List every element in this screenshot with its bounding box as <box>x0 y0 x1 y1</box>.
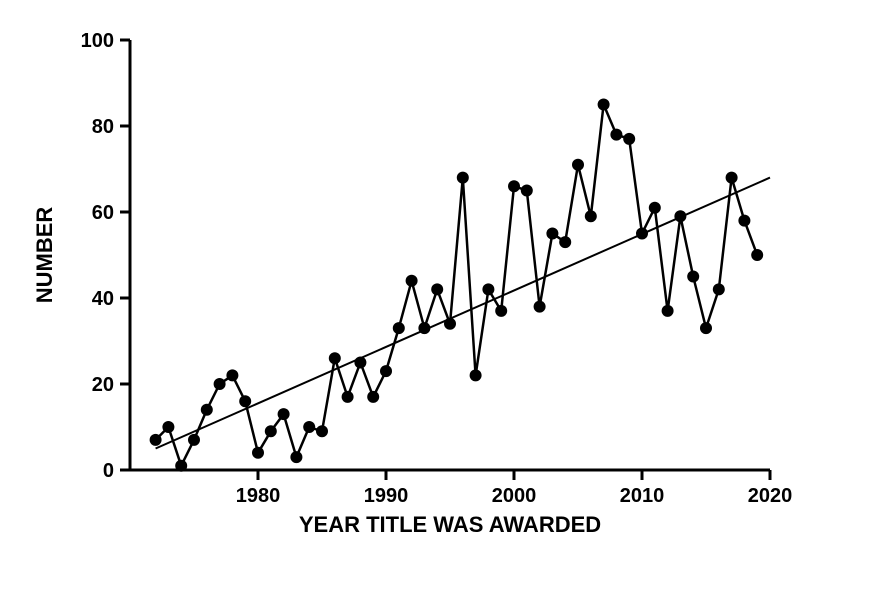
data-marker <box>713 283 725 295</box>
data-marker <box>687 271 699 283</box>
data-marker <box>367 391 379 403</box>
x-tick-label: 1980 <box>236 485 281 507</box>
y-tick-label: 20 <box>92 374 114 396</box>
x-tick-label: 1990 <box>364 485 409 507</box>
data-marker <box>751 249 763 261</box>
data-marker <box>380 365 392 377</box>
data-marker <box>674 210 686 222</box>
data-marker <box>585 210 597 222</box>
y-tick-label: 80 <box>92 116 114 138</box>
data-marker <box>188 434 200 446</box>
data-marker <box>470 369 482 381</box>
chart-svg: 0 20 40 60 80 100 1980 1990 2000 2010 2020 YEAR TIT… <box>0 0 882 598</box>
data-marker <box>726 172 738 184</box>
data-marker <box>418 322 430 334</box>
data-marker <box>572 159 584 171</box>
data-marker <box>546 228 558 240</box>
data-marker <box>598 99 610 111</box>
y-tick-label: 60 <box>92 202 114 224</box>
data-marker <box>508 180 520 192</box>
data-marker <box>226 369 238 381</box>
data-marker <box>457 172 469 184</box>
data-marker <box>406 275 418 287</box>
x-tick-label: 2000 <box>492 485 537 507</box>
data-marker <box>175 460 187 472</box>
data-marker <box>252 447 264 459</box>
data-marker <box>316 425 328 437</box>
data-marker <box>700 322 712 334</box>
data-marker <box>610 129 622 141</box>
data-marker <box>623 133 635 145</box>
data-marker <box>431 283 443 295</box>
data-marker <box>444 318 456 330</box>
data-marker <box>278 408 290 420</box>
x-axis-label: YEAR TITLE WAS AWARDED <box>299 512 601 537</box>
x-tick-label: 2020 <box>748 485 793 507</box>
data-marker <box>303 421 315 433</box>
data-line <box>156 105 758 466</box>
data-marker <box>201 404 213 416</box>
x-tick-label: 2010 <box>620 485 665 507</box>
data-marker <box>265 425 277 437</box>
data-marker <box>214 378 226 390</box>
y-tick-label: 100 <box>81 30 114 52</box>
y-axis-label: NUMBER <box>32 207 57 304</box>
data-marker <box>495 305 507 317</box>
data-marker <box>150 434 162 446</box>
data-marker <box>636 228 648 240</box>
data-marker <box>342 391 354 403</box>
data-marker <box>534 301 546 313</box>
data-marker <box>738 215 750 227</box>
data-marker <box>559 236 571 248</box>
y-tick-label: 40 <box>92 288 114 310</box>
data-marker <box>662 305 674 317</box>
data-marker <box>290 451 302 463</box>
data-marker <box>482 283 494 295</box>
data-marker <box>329 352 341 364</box>
data-marker <box>162 421 174 433</box>
chart-container: 0 20 40 60 80 100 1980 1990 2000 2010 2020 YEAR TIT… <box>0 0 882 598</box>
y-tick-label: 0 <box>103 460 114 482</box>
data-marker <box>649 202 661 214</box>
data-marker <box>239 395 251 407</box>
data-marker <box>354 357 366 369</box>
data-marker <box>393 322 405 334</box>
data-marker <box>521 185 533 197</box>
